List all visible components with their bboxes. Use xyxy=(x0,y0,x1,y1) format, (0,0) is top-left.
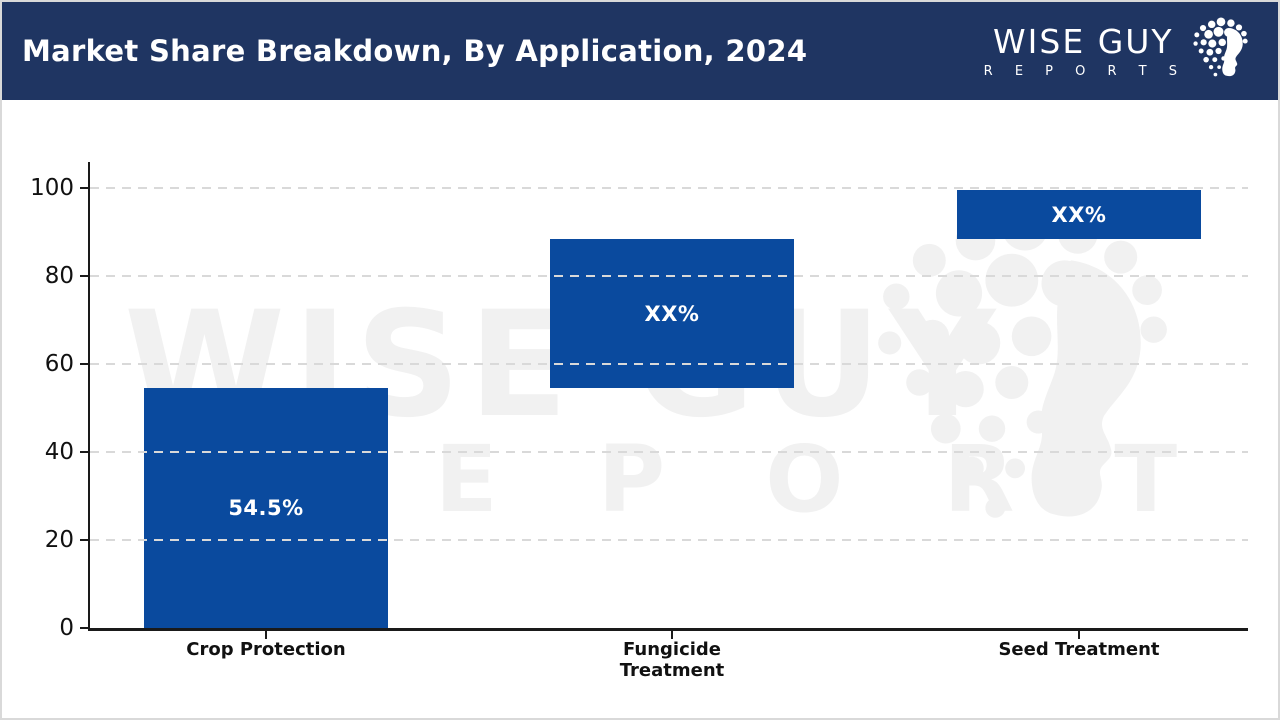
y-tick-label: 20 xyxy=(44,527,74,553)
gridline xyxy=(90,451,1248,453)
logo-subtext: R E P O R T S xyxy=(983,63,1186,79)
x-tick-mark xyxy=(1078,631,1080,639)
y-tick-mark xyxy=(80,451,89,453)
y-tick-mark xyxy=(80,275,89,277)
bar-crop-protection: 54.5% xyxy=(144,388,388,628)
header-bar: Market Share Breakdown, By Application, … xyxy=(2,2,1278,100)
bar-value-label: XX% xyxy=(1051,202,1107,227)
x-category-label: Crop Protection xyxy=(186,639,346,660)
y-tick-mark xyxy=(80,539,89,541)
wiseguy-logo: WISE GUY R E P O R T S xyxy=(981,10,1252,92)
bar-value-label: 54.5% xyxy=(228,496,304,521)
x-tick-mark xyxy=(671,631,673,639)
gridline xyxy=(90,539,1248,541)
y-tick-label: 0 xyxy=(59,615,74,641)
gridline xyxy=(90,187,1248,189)
x-category-label: Seed Treatment xyxy=(998,639,1160,660)
y-tick-label: 40 xyxy=(44,439,74,465)
bar-fungicide-treatment: XX% xyxy=(550,239,794,389)
bar-value-label: XX% xyxy=(644,301,700,326)
y-tick-mark xyxy=(80,627,89,629)
y-tick-label: 60 xyxy=(44,351,74,377)
dotted-head-logo-icon xyxy=(1190,10,1252,92)
y-axis-line xyxy=(88,162,90,630)
logo-text: WISE GUY R E P O R T S xyxy=(981,25,1186,78)
page-title: Market Share Breakdown, By Application, … xyxy=(22,34,808,68)
y-tick-label: 100 xyxy=(30,175,74,201)
gridline xyxy=(90,363,1248,365)
bar-seed-treatment: XX% xyxy=(957,190,1201,240)
logo-wordmark: WISE GUY xyxy=(993,21,1174,61)
x-category-label: Fungicide Treatment xyxy=(619,639,725,681)
y-tick-mark xyxy=(80,187,89,189)
y-tick-mark xyxy=(80,363,89,365)
x-axis-line xyxy=(88,628,1248,631)
y-tick-label: 80 xyxy=(44,263,74,289)
gridline xyxy=(90,275,1248,277)
x-tick-mark xyxy=(265,631,267,639)
